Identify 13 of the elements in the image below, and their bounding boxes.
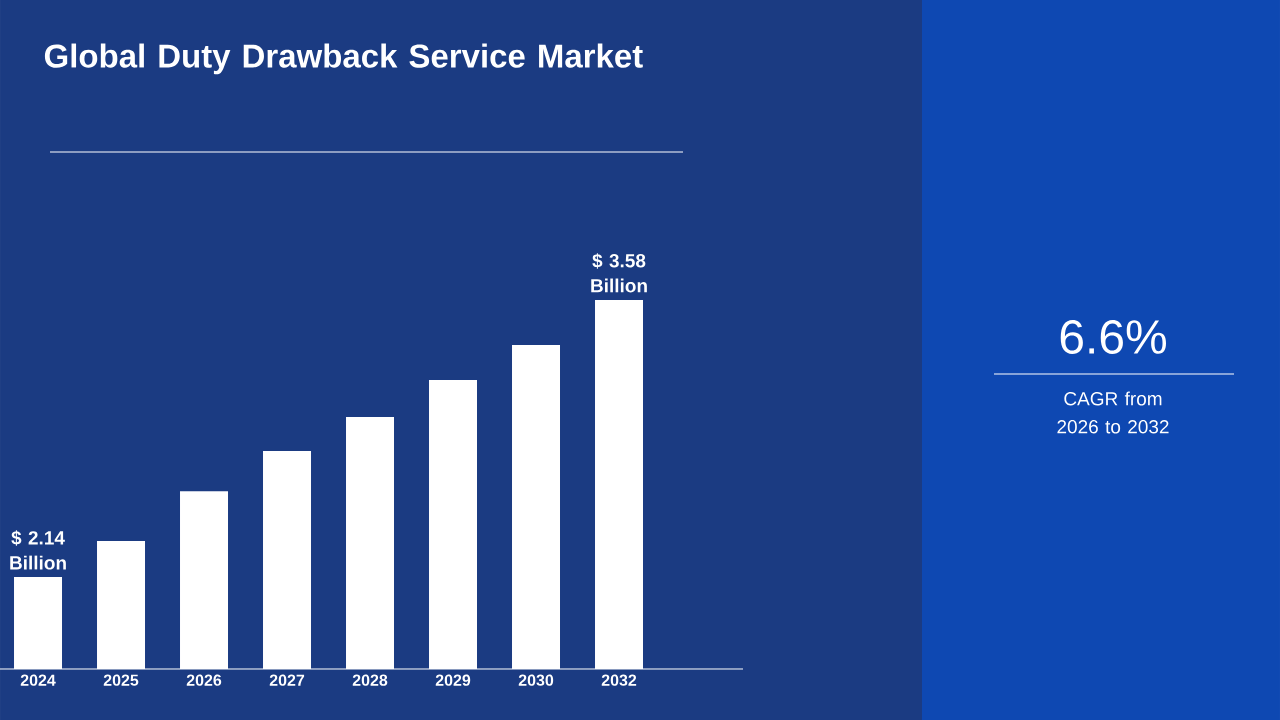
- x-tick-label: 2025: [103, 674, 139, 686]
- x-tick-label: 2027: [269, 674, 305, 686]
- text: CAGR from 2026 to 2032: [1057, 391, 1169, 434]
- chart-title: Global Duty Drawback Service Market: [44, 43, 643, 75]
- x-tick-label: 2029: [435, 674, 471, 686]
- x-tick-label: 2026: [186, 674, 222, 686]
- x-tick-label: 2030: [518, 674, 554, 686]
- x-tick-label: 2024: [20, 674, 56, 686]
- text: $ 3.58 Billion: [591, 253, 647, 293]
- text: 6.6%: [1060, 320, 1166, 354]
- x-tick-label: 2032: [601, 674, 637, 686]
- annotation: $ 2.14 Billion: [10, 530, 66, 570]
- x-tick-label: 2028: [352, 674, 388, 686]
